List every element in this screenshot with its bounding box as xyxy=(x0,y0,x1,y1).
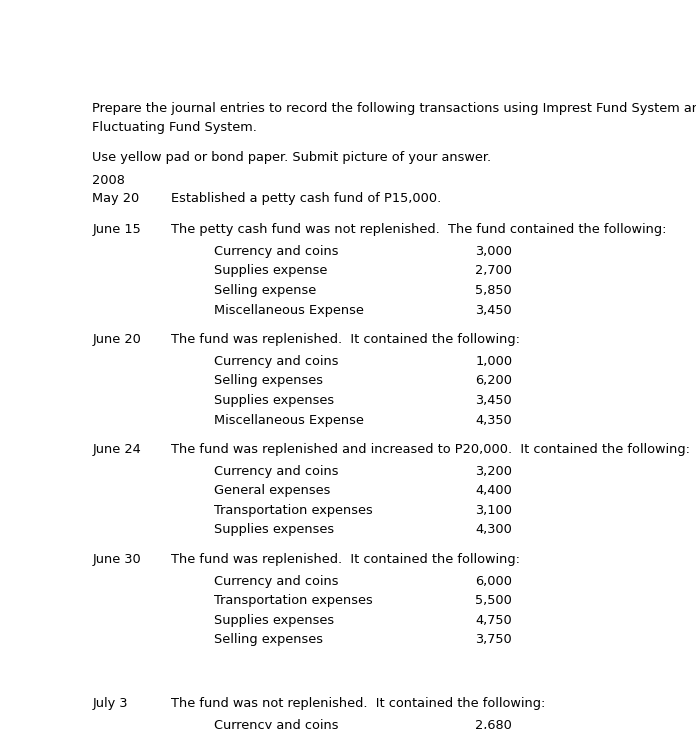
Text: 4,350: 4,350 xyxy=(475,413,512,426)
Text: Use yellow pad or bond paper. Submit picture of your answer.: Use yellow pad or bond paper. Submit pic… xyxy=(93,151,491,164)
Text: June 24: June 24 xyxy=(93,443,141,456)
Text: The petty cash fund was not replenished.  The fund contained the following:: The petty cash fund was not replenished.… xyxy=(171,223,666,236)
Text: 4,750: 4,750 xyxy=(475,614,512,627)
Text: Selling expenses: Selling expenses xyxy=(214,374,323,387)
Text: Miscellaneous Expense: Miscellaneous Expense xyxy=(214,413,363,426)
Text: Prepare the journal entries to record the following transactions using Imprest F: Prepare the journal entries to record th… xyxy=(93,101,696,114)
Text: The fund was not replenished.  It contained the following:: The fund was not replenished. It contain… xyxy=(171,697,545,710)
Text: Selling expense: Selling expense xyxy=(214,284,316,297)
Text: 3,450: 3,450 xyxy=(475,394,512,407)
Text: 6,000: 6,000 xyxy=(475,574,512,588)
Text: June 20: June 20 xyxy=(93,333,141,346)
Text: May 20: May 20 xyxy=(93,192,140,205)
Text: Fluctuating Fund System.: Fluctuating Fund System. xyxy=(93,121,258,133)
Text: 1,000: 1,000 xyxy=(475,354,512,367)
Text: 5,500: 5,500 xyxy=(475,594,512,607)
Text: 3,450: 3,450 xyxy=(475,303,512,316)
Text: The fund was replenished.  It contained the following:: The fund was replenished. It contained t… xyxy=(171,333,520,346)
Text: 2,700: 2,700 xyxy=(475,265,512,277)
Text: 4,400: 4,400 xyxy=(475,484,512,497)
Text: Currency and coins: Currency and coins xyxy=(214,574,338,588)
Text: July 3: July 3 xyxy=(93,697,128,710)
Text: Currency and coins: Currency and coins xyxy=(214,245,338,258)
Text: June 15: June 15 xyxy=(93,223,141,236)
Text: Transportation expenses: Transportation expenses xyxy=(214,504,372,517)
Text: The fund was replenished and increased to P20,000.  It contained the following:: The fund was replenished and increased t… xyxy=(171,443,690,456)
Text: General expenses: General expenses xyxy=(214,484,330,497)
Text: Transportation expenses: Transportation expenses xyxy=(214,594,372,607)
Text: 3,200: 3,200 xyxy=(475,464,512,477)
Text: Established a petty cash fund of P15,000.: Established a petty cash fund of P15,000… xyxy=(171,192,441,205)
Text: Currency and coins: Currency and coins xyxy=(214,719,338,729)
Text: The fund was replenished.  It contained the following:: The fund was replenished. It contained t… xyxy=(171,553,520,566)
Text: Supplies expenses: Supplies expenses xyxy=(214,394,334,407)
Text: June 30: June 30 xyxy=(93,553,141,566)
Text: Selling expenses: Selling expenses xyxy=(214,634,323,647)
Text: 2008: 2008 xyxy=(93,174,125,187)
Text: 3,750: 3,750 xyxy=(475,634,512,647)
Text: 5,850: 5,850 xyxy=(475,284,512,297)
Text: 3,100: 3,100 xyxy=(475,504,512,517)
Text: Miscellaneous Expense: Miscellaneous Expense xyxy=(214,303,363,316)
Text: Currency and coins: Currency and coins xyxy=(214,464,338,477)
Text: Supplies expense: Supplies expense xyxy=(214,265,327,277)
Text: 3,000: 3,000 xyxy=(475,245,512,258)
Text: Currency and coins: Currency and coins xyxy=(214,354,338,367)
Text: 2,680: 2,680 xyxy=(475,719,512,729)
Text: 4,300: 4,300 xyxy=(475,523,512,537)
Text: 6,200: 6,200 xyxy=(475,374,512,387)
Text: Supplies expenses: Supplies expenses xyxy=(214,614,334,627)
Text: Supplies expenses: Supplies expenses xyxy=(214,523,334,537)
